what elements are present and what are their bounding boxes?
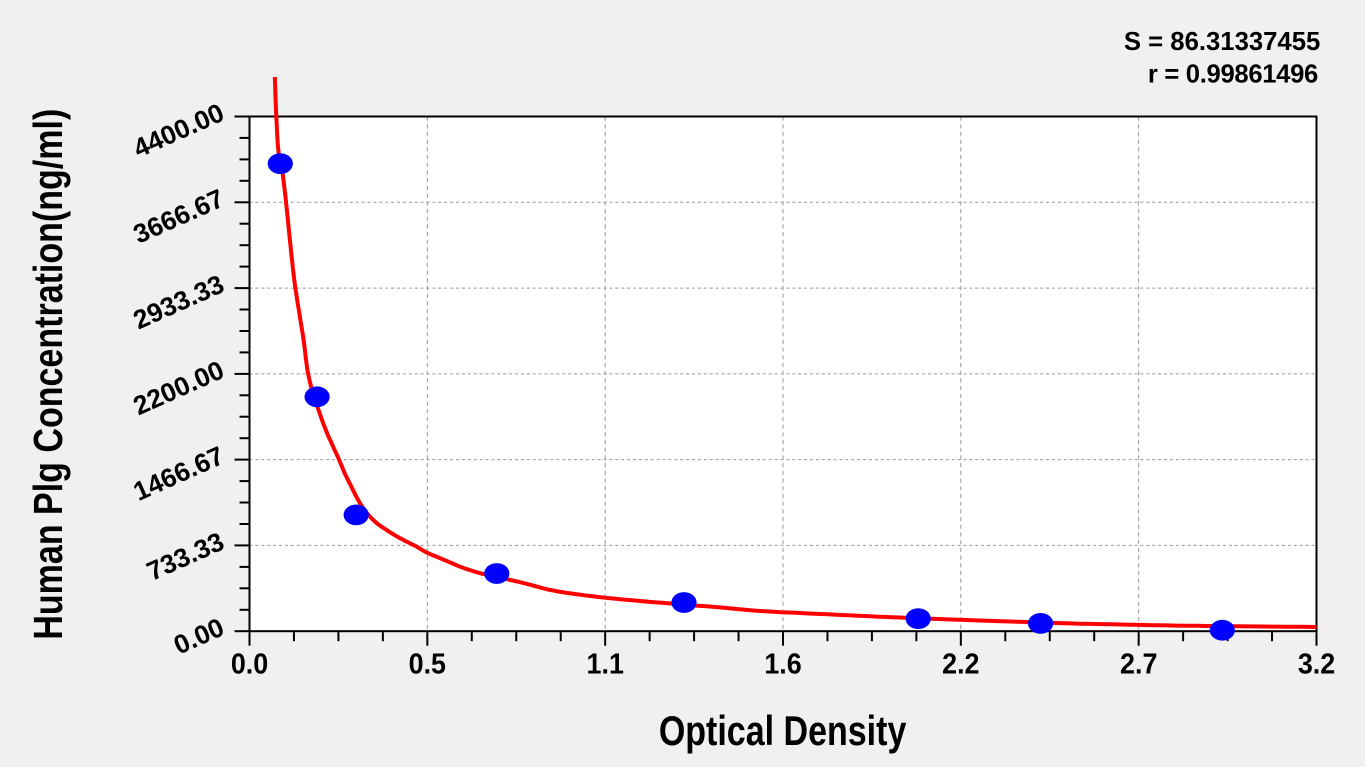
svg-text:1.1: 1.1 [587,648,624,680]
svg-text:3.2: 3.2 [1298,648,1335,680]
svg-text:2.7: 2.7 [1120,648,1157,680]
svg-text:0.0: 0.0 [231,648,268,680]
svg-text:S = 86.31337455: S = 86.31337455 [1124,28,1320,56]
svg-text:Human Plg Concentration(ng/ml): Human Plg Concentration(ng/ml) [25,109,71,640]
svg-text:1.6: 1.6 [764,648,801,680]
svg-text:r = 0.99861496: r = 0.99861496 [1148,61,1318,89]
svg-text:2.2: 2.2 [942,648,979,680]
svg-text:0.5: 0.5 [409,648,446,680]
svg-text:Optical Density: Optical Density [659,707,907,754]
